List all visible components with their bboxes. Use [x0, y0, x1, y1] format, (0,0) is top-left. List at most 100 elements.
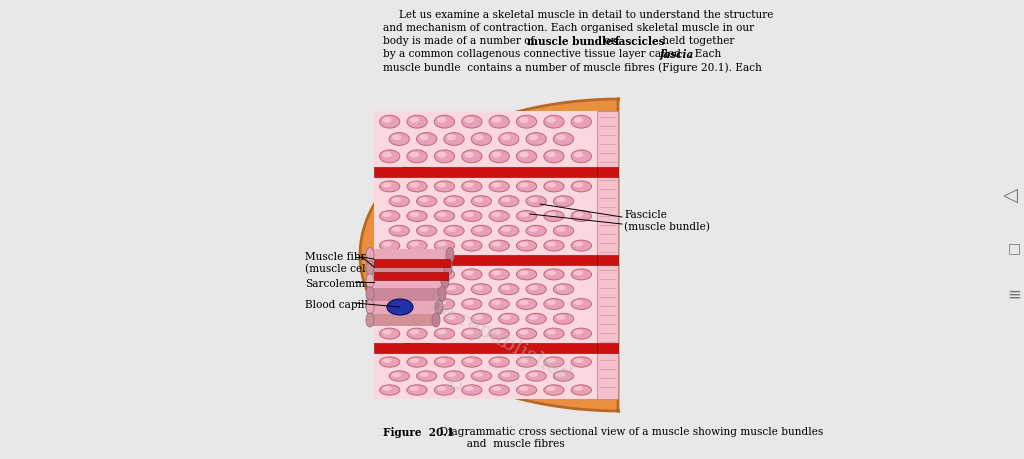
Ellipse shape	[547, 330, 556, 335]
Ellipse shape	[516, 299, 537, 310]
Ellipse shape	[516, 357, 537, 367]
Ellipse shape	[474, 372, 483, 377]
Ellipse shape	[571, 269, 592, 280]
Ellipse shape	[547, 271, 556, 276]
Ellipse shape	[544, 385, 564, 395]
Ellipse shape	[443, 133, 464, 146]
Ellipse shape	[547, 358, 556, 363]
Ellipse shape	[474, 315, 483, 320]
Ellipse shape	[492, 118, 501, 123]
Ellipse shape	[446, 372, 456, 377]
Ellipse shape	[526, 284, 546, 295]
Ellipse shape	[489, 211, 509, 222]
Ellipse shape	[366, 313, 374, 327]
Ellipse shape	[382, 386, 391, 391]
Ellipse shape	[499, 226, 519, 237]
Ellipse shape	[366, 287, 374, 302]
Ellipse shape	[437, 300, 446, 305]
Ellipse shape	[417, 196, 437, 207]
Text: by a common collagenous connective tissue layer called: by a common collagenous connective tissu…	[383, 49, 684, 59]
Ellipse shape	[465, 213, 474, 218]
Ellipse shape	[410, 118, 419, 123]
Bar	[374, 168, 597, 178]
Text: body is made of a number of: body is made of a number of	[383, 36, 538, 46]
Ellipse shape	[434, 151, 455, 163]
Ellipse shape	[571, 328, 592, 339]
Ellipse shape	[573, 330, 584, 335]
Ellipse shape	[407, 181, 427, 192]
Bar	[374, 112, 597, 168]
Ellipse shape	[489, 181, 509, 192]
Ellipse shape	[366, 274, 374, 289]
Ellipse shape	[380, 116, 399, 129]
Text: held together: held together	[659, 36, 734, 46]
Ellipse shape	[465, 183, 474, 188]
Ellipse shape	[382, 213, 391, 218]
Ellipse shape	[392, 135, 401, 141]
Ellipse shape	[410, 300, 419, 305]
Ellipse shape	[553, 133, 573, 146]
Ellipse shape	[407, 328, 427, 339]
Bar	[374, 265, 597, 343]
Ellipse shape	[443, 284, 464, 295]
Text: Sarcolemma: Sarcolemma	[305, 279, 372, 288]
Ellipse shape	[573, 358, 584, 363]
Ellipse shape	[462, 357, 482, 367]
Ellipse shape	[419, 227, 429, 232]
Bar	[374, 343, 597, 353]
Bar	[374, 353, 597, 399]
Ellipse shape	[571, 211, 592, 222]
Ellipse shape	[471, 313, 492, 325]
Ellipse shape	[446, 227, 456, 232]
Ellipse shape	[489, 151, 509, 163]
Ellipse shape	[544, 116, 564, 129]
Polygon shape	[376, 116, 620, 395]
Bar	[370, 275, 445, 288]
Ellipse shape	[462, 211, 482, 222]
Ellipse shape	[437, 183, 446, 188]
Ellipse shape	[417, 284, 437, 295]
Ellipse shape	[419, 198, 429, 203]
Ellipse shape	[417, 133, 437, 146]
Ellipse shape	[516, 181, 537, 192]
Ellipse shape	[571, 151, 592, 163]
Ellipse shape	[489, 357, 509, 367]
Ellipse shape	[492, 386, 501, 391]
Bar	[597, 343, 618, 353]
Ellipse shape	[434, 241, 455, 252]
Ellipse shape	[547, 213, 556, 218]
Ellipse shape	[553, 196, 573, 207]
Text: ©: ©	[446, 375, 464, 393]
Ellipse shape	[516, 385, 537, 395]
Ellipse shape	[471, 371, 492, 381]
Text: Let us examine a skeletal muscle in detail to understand the structure: Let us examine a skeletal muscle in deta…	[399, 10, 773, 20]
Ellipse shape	[499, 284, 519, 295]
Ellipse shape	[410, 330, 419, 335]
Ellipse shape	[462, 299, 482, 310]
Ellipse shape	[443, 226, 464, 237]
Ellipse shape	[556, 198, 565, 203]
Ellipse shape	[526, 196, 546, 207]
Ellipse shape	[556, 135, 565, 141]
Ellipse shape	[502, 135, 511, 141]
Ellipse shape	[410, 152, 419, 158]
Ellipse shape	[462, 328, 482, 339]
Ellipse shape	[465, 358, 474, 363]
Text: Muscle fibre
(muscle cell): Muscle fibre (muscle cell)	[305, 252, 374, 274]
Bar	[374, 178, 597, 256]
Ellipse shape	[519, 213, 528, 218]
Ellipse shape	[571, 241, 592, 252]
Bar	[374, 272, 449, 280]
Text: Figure  20.1: Figure 20.1	[383, 426, 455, 437]
Ellipse shape	[417, 371, 437, 381]
Ellipse shape	[547, 152, 556, 158]
Ellipse shape	[573, 300, 584, 305]
Ellipse shape	[573, 152, 584, 158]
Ellipse shape	[492, 242, 501, 247]
Ellipse shape	[499, 196, 519, 207]
Ellipse shape	[465, 386, 474, 391]
Ellipse shape	[474, 285, 483, 291]
Ellipse shape	[389, 284, 410, 295]
Ellipse shape	[516, 211, 537, 222]
Ellipse shape	[462, 151, 482, 163]
